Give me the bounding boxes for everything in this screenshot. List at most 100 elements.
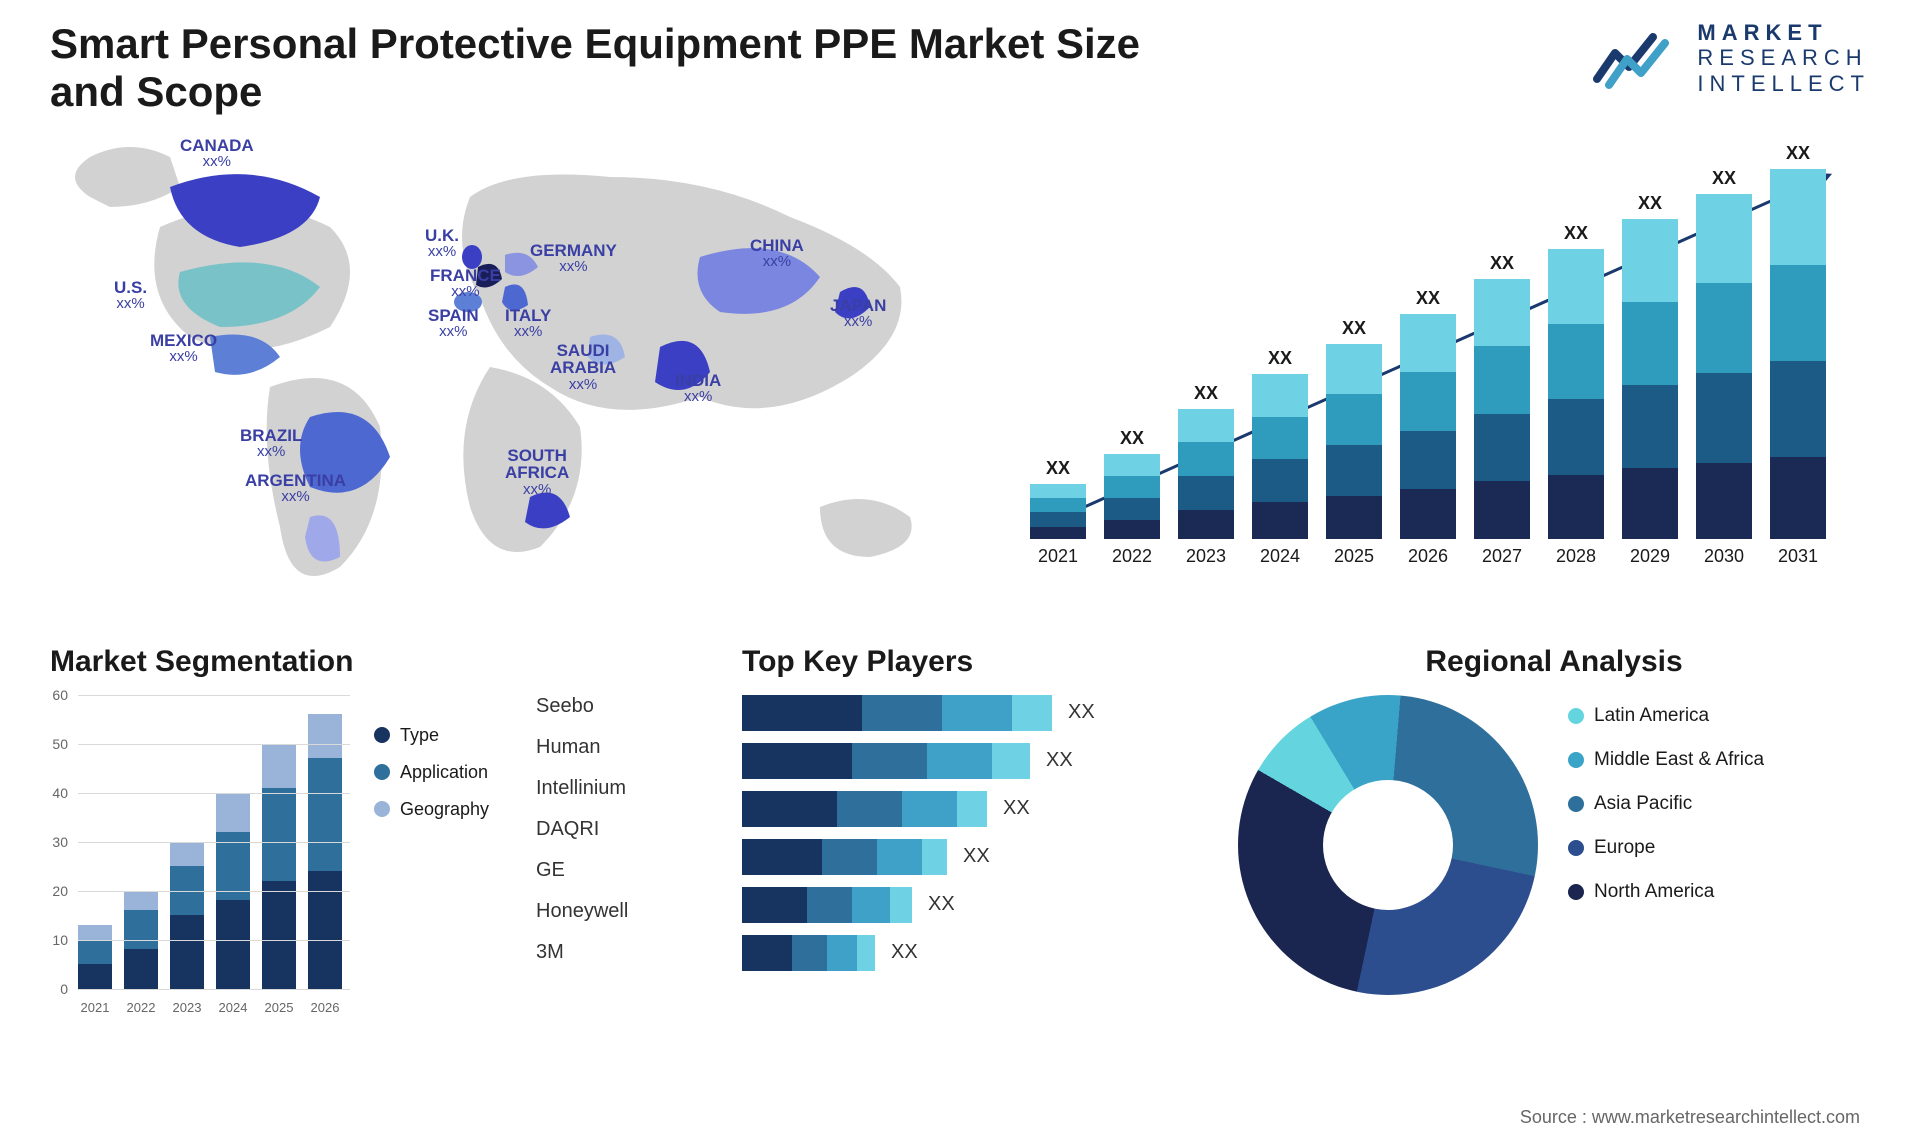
key-player-row: XX <box>742 743 1202 779</box>
growth-bar: XX <box>1548 249 1604 539</box>
player-name: Human <box>536 736 706 759</box>
growth-bar-year: 2025 <box>1326 546 1382 567</box>
regional-legend-item: Latin America <box>1568 705 1764 727</box>
seg-ytick: 0 <box>60 981 68 997</box>
growth-bar-value: XX <box>1104 428 1160 449</box>
segmentation-chart: 0102030405060 202120222023202420252026 <box>50 695 350 1015</box>
seg-bar <box>78 925 112 989</box>
world-map-svg <box>50 127 950 597</box>
seg-ytick: 30 <box>52 834 68 850</box>
seg-gridline <box>78 940 350 941</box>
segmentation-legend: Type Application Geography <box>374 695 489 1075</box>
growth-bar-year: 2028 <box>1548 546 1604 567</box>
players-list: Seebo Human Intellinium DAQRI GE Honeywell 3M <box>536 645 706 1075</box>
page-title: Smart Personal Protective Equipment PPE … <box>50 20 1150 117</box>
seg-gridline <box>78 891 350 892</box>
growth-bar-year: 2024 <box>1252 546 1308 567</box>
growth-bar-year: 2023 <box>1178 546 1234 567</box>
seg-ytick: 60 <box>52 687 68 703</box>
regional-legend: Latin America Middle East & Africa Asia Pa… <box>1568 695 1764 925</box>
growth-bar: XX <box>1326 344 1382 539</box>
growth-bar: XX <box>1252 374 1308 539</box>
seg-gridline <box>78 744 350 745</box>
growth-bar-value: XX <box>1030 458 1086 479</box>
growth-bar-year: 2027 <box>1474 546 1530 567</box>
growth-bar: XX <box>1474 279 1530 539</box>
regional-legend-item: Europe <box>1568 837 1764 859</box>
player-name: Intellinium <box>536 777 706 800</box>
key-players-chart: XX XX XX XX XX XX <box>742 695 1202 1075</box>
key-player-value: XX <box>1003 797 1030 820</box>
key-player-value: XX <box>928 893 955 916</box>
growth-bar: XX <box>1622 219 1678 539</box>
brand-logo: MARKET RESEARCH INTELLECT <box>1593 20 1870 96</box>
regional-title: Regional Analysis <box>1238 645 1870 679</box>
growth-bar: XX <box>1030 484 1086 539</box>
growth-chart: XX 2021 XX 2022 XX 2023 XX 2024 XX 2025 XX 2026 XX 20… <box>990 127 1870 617</box>
key-player-row: XX <box>742 887 1202 923</box>
seg-ytick: 40 <box>52 785 68 801</box>
key-player-row: XX <box>742 791 1202 827</box>
source-attribution: Source : www.marketresearchintellect.com <box>1520 1107 1860 1128</box>
player-name: Seebo <box>536 695 706 718</box>
player-name: Honeywell <box>536 900 706 923</box>
seg-ytick: 50 <box>52 736 68 752</box>
regional-legend-item: Asia Pacific <box>1568 793 1764 815</box>
key-players-title: Top Key Players <box>742 645 1202 679</box>
regional-legend-item: Middle East & Africa <box>1568 749 1764 771</box>
seg-gridline <box>78 989 350 990</box>
world-map: CANADAxx%U.S.xx%MEXICOxx%BRAZILxx%ARGENT… <box>50 127 950 617</box>
regional-donut-chart <box>1238 695 1538 995</box>
growth-bar-value: XX <box>1548 223 1604 244</box>
seg-bar-year: 2026 <box>308 1000 342 1015</box>
growth-bar-year: 2021 <box>1030 546 1086 567</box>
logo-line3: INTELLECT <box>1697 71 1870 96</box>
seg-legend-item: Geography <box>374 799 489 820</box>
seg-bar <box>308 714 342 988</box>
seg-ytick: 20 <box>52 883 68 899</box>
key-player-row: XX <box>742 839 1202 875</box>
growth-bar-value: XX <box>1770 143 1826 164</box>
key-player-value: XX <box>891 941 918 964</box>
seg-bar-year: 2024 <box>216 1000 250 1015</box>
player-name: 3M <box>536 941 706 964</box>
logo-line2: RESEARCH <box>1697 45 1870 70</box>
seg-bar-year: 2025 <box>262 1000 296 1015</box>
key-player-value: XX <box>1046 749 1073 772</box>
key-player-value: XX <box>963 845 990 868</box>
growth-bar: XX <box>1696 194 1752 539</box>
growth-bar-year: 2031 <box>1770 546 1826 567</box>
seg-legend-item: Type <box>374 725 489 746</box>
seg-bar <box>170 842 204 989</box>
seg-ytick: 10 <box>52 932 68 948</box>
key-player-row: XX <box>742 695 1202 731</box>
growth-bar-year: 2022 <box>1104 546 1160 567</box>
growth-bar-value: XX <box>1252 348 1308 369</box>
key-player-row: XX <box>742 935 1202 971</box>
growth-bar-value: XX <box>1178 383 1234 404</box>
regional-legend-item: North America <box>1568 881 1764 903</box>
seg-bar-year: 2021 <box>78 1000 112 1015</box>
seg-bar <box>262 744 296 989</box>
segmentation-title: Market Segmentation <box>50 645 500 679</box>
growth-bar-value: XX <box>1400 288 1456 309</box>
growth-bar-year: 2026 <box>1400 546 1456 567</box>
seg-bar-year: 2023 <box>170 1000 204 1015</box>
growth-bar-value: XX <box>1622 193 1678 214</box>
growth-bar: XX <box>1178 409 1234 539</box>
growth-bar: XX <box>1400 314 1456 539</box>
seg-gridline <box>78 842 350 843</box>
seg-gridline <box>78 695 350 696</box>
growth-bar-value: XX <box>1474 253 1530 274</box>
player-name: GE <box>536 859 706 882</box>
growth-bar-year: 2030 <box>1696 546 1752 567</box>
growth-bar-value: XX <box>1326 318 1382 339</box>
player-name: DAQRI <box>536 818 706 841</box>
growth-bar: XX <box>1104 454 1160 539</box>
growth-bar-year: 2029 <box>1622 546 1678 567</box>
logo-line1: MARKET <box>1697 20 1870 45</box>
logo-icon <box>1593 23 1683 93</box>
growth-bar: XX <box>1770 169 1826 539</box>
growth-bar-value: XX <box>1696 168 1752 189</box>
seg-legend-item: Application <box>374 762 489 783</box>
